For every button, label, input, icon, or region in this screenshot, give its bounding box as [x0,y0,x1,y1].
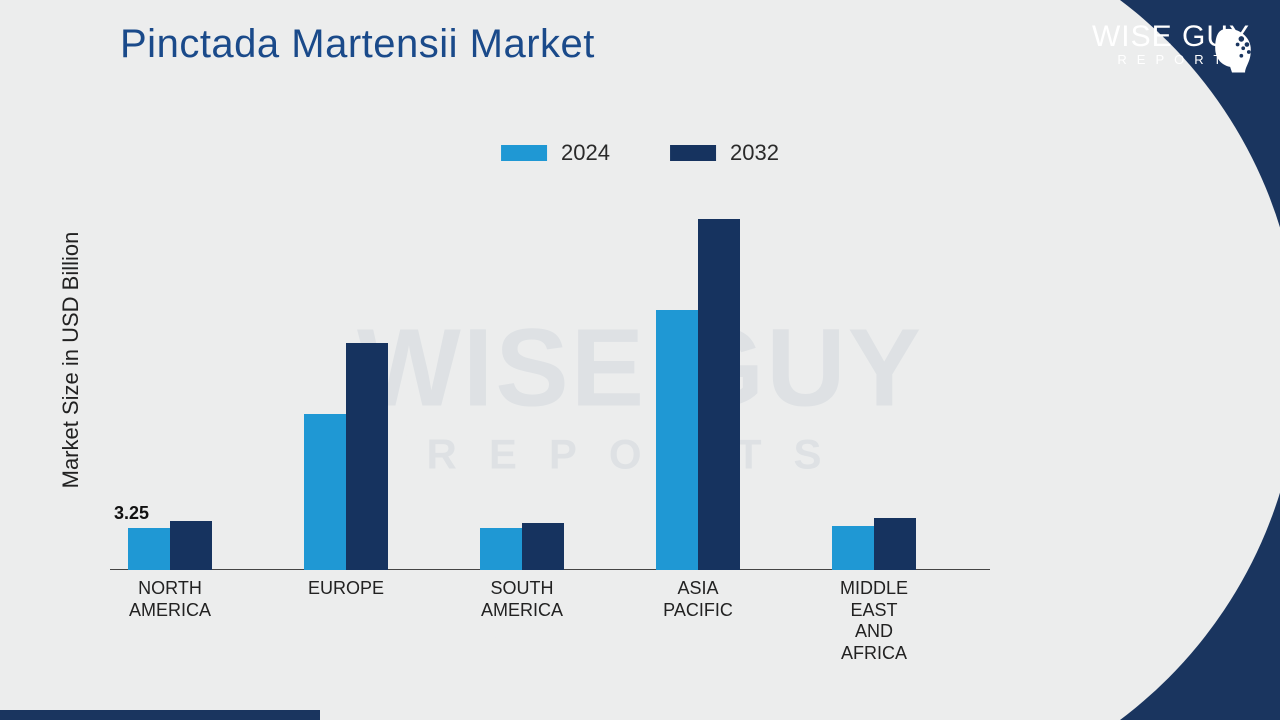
bar [128,528,170,570]
bottom-accent-bar [0,710,320,720]
legend-item: 2032 [670,140,779,166]
bar-group: SOUTHAMERICA [462,523,582,570]
bar [698,219,740,570]
category-label: ASIAPACIFIC [628,578,768,621]
bar-value-label: 3.25 [114,503,149,524]
category-label: MIDDLEEASTANDAFRICA [804,578,944,664]
bar-group: MIDDLEEASTANDAFRICA [814,518,934,570]
chart-plot-area: 3.25NORTHAMERICA EUROPE SOUTHAMERICA ASIAPA… [110,180,990,570]
legend-item: 2024 [501,140,610,166]
legend-label: 2024 [561,140,610,166]
category-label: NORTHAMERICA [100,578,240,621]
legend: 2024 2032 [501,140,779,166]
bar [480,528,522,570]
bar [346,343,388,571]
category-label: EUROPE [276,578,416,600]
bar [832,526,874,570]
category-label: SOUTHAMERICA [452,578,592,621]
chart-card: WISE GUY REPORTS Pinctada Martensii Mark… [0,0,1280,720]
bar [656,310,698,570]
page-title: Pinctada Martensii Market [120,22,595,67]
bar [304,414,346,570]
y-axis-label: Market Size in USD Billion [58,232,84,489]
legend-swatch [501,145,547,161]
head-icon [1204,24,1260,80]
bar [874,518,916,570]
legend-swatch [670,145,716,161]
bar-group: ASIAPACIFIC [638,219,758,570]
bar [522,523,564,570]
bar-group: EUROPE [286,343,406,571]
brand-logo: WISE GUY REPORTS [1092,20,1250,67]
bar-group: 3.25NORTHAMERICA [110,521,230,570]
legend-label: 2032 [730,140,779,166]
bar [170,521,212,570]
